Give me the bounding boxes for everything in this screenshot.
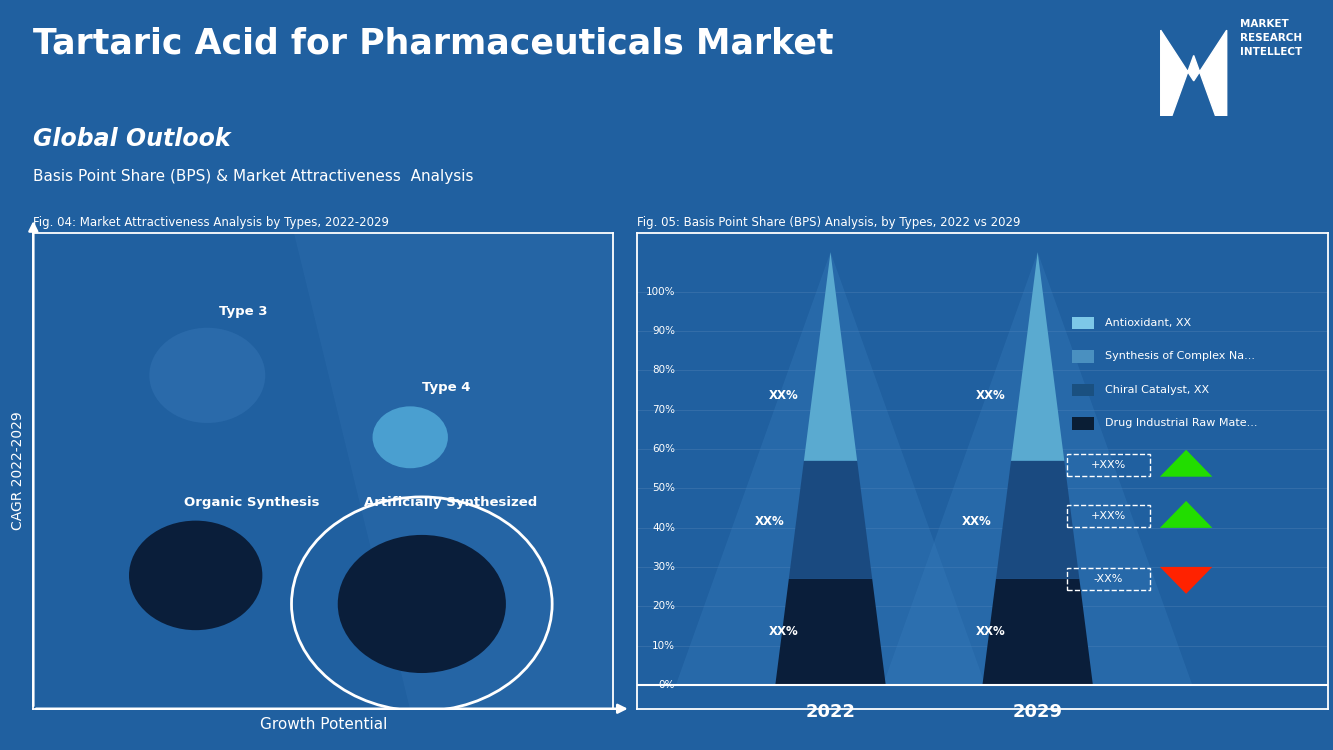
Text: MARKET
RESEARCH
INTELLECT: MARKET RESEARCH INTELLECT: [1240, 19, 1302, 57]
Circle shape: [149, 328, 265, 423]
Text: Drug Industrial Raw Mate...: Drug Industrial Raw Mate...: [1105, 419, 1257, 428]
Text: +XX%: +XX%: [1090, 511, 1126, 521]
Circle shape: [129, 520, 263, 630]
Text: XX%: XX%: [976, 389, 1005, 402]
Text: -XX%: -XX%: [1094, 574, 1124, 584]
Text: XX%: XX%: [976, 626, 1005, 638]
Polygon shape: [1160, 567, 1212, 594]
Text: Chiral Catalyst, XX: Chiral Catalyst, XX: [1105, 385, 1209, 395]
Bar: [1072, 417, 1094, 430]
Text: Global Outlook: Global Outlook: [33, 128, 231, 152]
Circle shape: [372, 406, 448, 468]
Text: 20%: 20%: [652, 602, 674, 611]
Circle shape: [337, 535, 507, 673]
Bar: [1072, 384, 1094, 396]
Text: XX%: XX%: [768, 389, 798, 402]
Text: +XX%: +XX%: [1090, 460, 1126, 470]
Bar: [1072, 316, 1094, 329]
Text: Artificially Synthesized: Artificially Synthesized: [364, 496, 537, 508]
Polygon shape: [1160, 501, 1212, 528]
Bar: [1072, 350, 1094, 363]
Text: Organic Synthesis: Organic Synthesis: [184, 496, 320, 508]
Polygon shape: [982, 579, 1093, 686]
Text: 2022: 2022: [805, 703, 856, 721]
Polygon shape: [295, 232, 613, 709]
Text: Synthesis of Complex Na...: Synthesis of Complex Na...: [1105, 352, 1254, 362]
Polygon shape: [676, 252, 985, 686]
Y-axis label: CAGR 2022-2029: CAGR 2022-2029: [11, 411, 25, 530]
Text: 40%: 40%: [652, 523, 674, 532]
Text: XX%: XX%: [768, 626, 798, 638]
Text: 70%: 70%: [652, 404, 674, 415]
Text: 60%: 60%: [652, 444, 674, 454]
Polygon shape: [776, 579, 885, 686]
Text: Antioxidant, XX: Antioxidant, XX: [1105, 318, 1190, 328]
X-axis label: Growth Potential: Growth Potential: [260, 717, 387, 732]
Polygon shape: [1160, 450, 1212, 477]
Polygon shape: [789, 460, 872, 579]
Text: Fig. 05: Basis Point Share (BPS) Analysis, by Types, 2022 vs 2029: Fig. 05: Basis Point Share (BPS) Analysi…: [637, 215, 1021, 229]
Text: Type 4: Type 4: [421, 382, 471, 394]
Text: 10%: 10%: [652, 640, 674, 651]
Text: 50%: 50%: [652, 483, 674, 494]
Polygon shape: [996, 460, 1080, 579]
Polygon shape: [1161, 30, 1226, 116]
Polygon shape: [1010, 252, 1064, 460]
Polygon shape: [882, 252, 1192, 686]
Text: 90%: 90%: [652, 326, 674, 336]
Text: 2029: 2029: [1013, 703, 1062, 721]
Text: XX%: XX%: [754, 515, 784, 528]
Polygon shape: [804, 252, 857, 460]
Text: 100%: 100%: [645, 286, 674, 296]
Text: Fig. 04: Market Attractiveness Analysis by Types, 2022-2029: Fig. 04: Market Attractiveness Analysis …: [33, 215, 389, 229]
Text: 0%: 0%: [659, 680, 674, 690]
Text: Tartaric Acid for Pharmaceuticals Market: Tartaric Acid for Pharmaceuticals Market: [33, 26, 834, 60]
Text: 80%: 80%: [652, 365, 674, 375]
Text: 30%: 30%: [652, 562, 674, 572]
Text: Type 3: Type 3: [219, 305, 268, 318]
Text: Basis Point Share (BPS) & Market Attractiveness  Analysis: Basis Point Share (BPS) & Market Attract…: [33, 169, 473, 184]
Text: XX%: XX%: [961, 515, 992, 528]
